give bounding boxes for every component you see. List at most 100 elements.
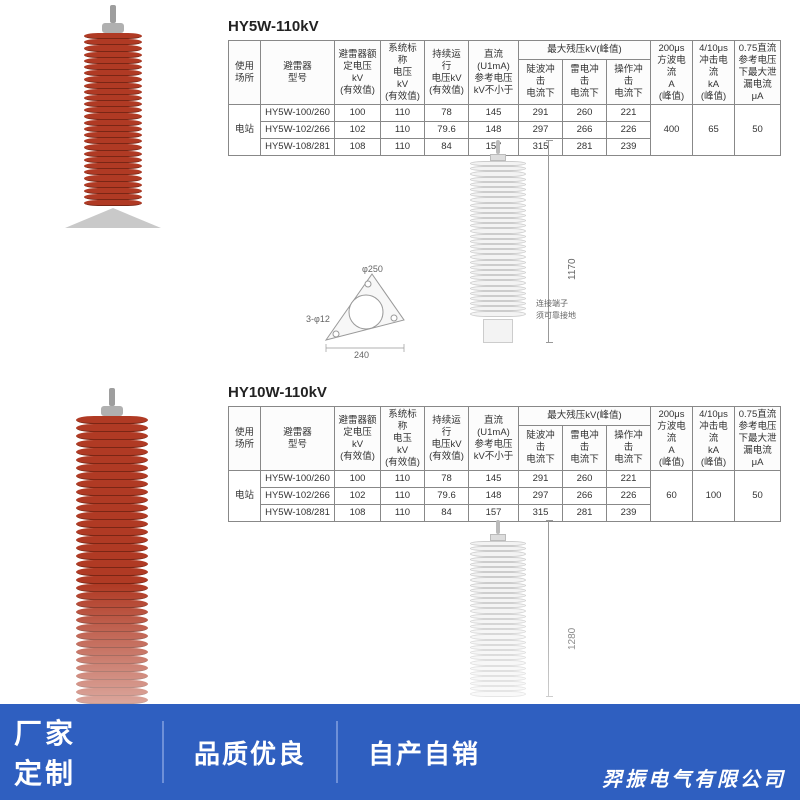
spec-table-1: 使用场所避雷器型号避雷器额定电压kV(有效值)系统标称电压kV(有效值)持续运行…: [228, 40, 781, 156]
col-header: 直流(U1mA)参考电压kV不小于: [469, 41, 519, 105]
plate-svg: φ250 3-φ12 240: [306, 262, 446, 362]
cell: 281: [563, 505, 607, 522]
shed-fin: [76, 552, 148, 560]
col-header: 0.75直流参考电压下最大泄漏电流μA: [735, 41, 781, 105]
shed-fin: [76, 544, 148, 552]
shed-fin: [470, 171, 526, 176]
shed-fin: [84, 182, 142, 188]
plate-holes-label: 3-φ12: [306, 314, 330, 324]
page: HY5W-110kV 使用场所避雷器型号避雷器额定电压kV(有效值)系统标称电压…: [0, 0, 800, 800]
col-header: 4/10μs冲击电流kA(峰值): [693, 41, 735, 105]
cell: 110: [381, 105, 425, 122]
cell: 100: [335, 471, 381, 488]
shed-fin: [76, 624, 148, 632]
cell: 110: [381, 505, 425, 522]
cell: 145: [469, 105, 519, 122]
shed-fin: [76, 424, 148, 432]
top-terminal: [109, 388, 115, 406]
col-header: 200μs方波电流A(峰值): [651, 41, 693, 105]
cell: 102: [335, 122, 381, 139]
shed-fin: [76, 528, 148, 536]
cell: 239: [607, 139, 651, 156]
shed-fin: [470, 254, 526, 259]
cell: HY5W-108/281: [261, 505, 335, 522]
cell-merged: 50: [735, 105, 781, 156]
cell: HY5W-102/266: [261, 488, 335, 505]
footer-left-line1: 厂家: [14, 712, 150, 752]
shed-fin: [470, 280, 526, 285]
shed-fin: [76, 600, 148, 608]
shed-fin: [76, 512, 148, 520]
outline-diagram-2: 1280: [470, 520, 526, 697]
footer-separator: [336, 721, 338, 783]
col-header: 使用场所: [229, 407, 261, 471]
cell: 226: [607, 488, 651, 505]
shed-stack: [470, 161, 526, 317]
col-header: 持续运行电压kV(有效值): [425, 41, 469, 105]
cell: 79.6: [425, 122, 469, 139]
shed-fin: [470, 557, 526, 562]
cell: 108: [335, 139, 381, 156]
cell: 148: [469, 122, 519, 139]
shed-fin: [76, 536, 148, 544]
col-header: 系统标称电玉kV(有效值): [381, 407, 425, 471]
cell-merged: 400: [651, 105, 693, 156]
footer-separator: [162, 721, 164, 783]
footer-left: 厂家 定制: [0, 712, 150, 792]
col-header: 0.75直流参考电压下最大泄漏电流μA: [735, 407, 781, 471]
cell: 260: [563, 471, 607, 488]
shed-fin: [84, 45, 142, 51]
shed-fin: [84, 113, 142, 119]
shed-fin: [470, 177, 526, 182]
footer-left-line2: 定制: [14, 752, 150, 792]
cell: 100: [335, 105, 381, 122]
shed-fin: [470, 286, 526, 291]
shed-fin: [76, 576, 148, 584]
shed-fin: [76, 672, 148, 680]
col-subheader: 陡波冲击电流下: [519, 59, 563, 104]
shed-fin: [76, 680, 148, 688]
cell-merged: 60: [651, 471, 693, 522]
footer-banner: 厂家 定制 品质优良 自产自销 羿振电气有限公司: [0, 704, 800, 800]
cell: 281: [563, 139, 607, 156]
cell: 110: [381, 139, 425, 156]
company-name: 羿振电气有限公司: [602, 763, 786, 792]
note-ground: 须可靠接地: [536, 310, 576, 321]
shed-fin: [76, 648, 148, 656]
shed-fin: [470, 660, 526, 665]
col-header: 避雷器额定电压kV(有效值): [335, 407, 381, 471]
shed-fin: [76, 504, 148, 512]
cell: 78: [425, 105, 469, 122]
cell: 110: [381, 488, 425, 505]
top-cap: [490, 154, 506, 161]
footer-mid-b: 自产自销: [350, 734, 498, 771]
cell: 145: [469, 471, 519, 488]
cell: 102: [335, 488, 381, 505]
section1-title: HY5W-110kV: [228, 18, 319, 35]
footer-mid-a: 品质优良: [176, 734, 324, 771]
shed-fin: [76, 664, 148, 672]
shed-fin: [84, 144, 142, 150]
note-terminal: 连接端子: [536, 298, 568, 309]
top-terminal: [496, 140, 500, 154]
shed-fin: [76, 432, 148, 440]
shed-fin: [470, 260, 526, 265]
col-header: 最大残压kV(峰值): [519, 41, 651, 60]
top-terminal: [496, 520, 500, 534]
shed-fin: [76, 472, 148, 480]
shed-fin: [84, 151, 142, 157]
cell: 148: [469, 488, 519, 505]
col-header: 避雷器额定电压kV(有效值): [335, 41, 381, 105]
cell: HY5W-100/260: [261, 105, 335, 122]
cell-merged: 50: [735, 471, 781, 522]
top-cap: [101, 406, 123, 416]
shed-stack: [470, 541, 526, 697]
table-row: 电站HY5W-100/26010011078145291260221601005…: [229, 471, 781, 488]
outline-diagram-1: 1170 连接端子 须可靠接地: [470, 140, 526, 343]
cell: 78: [425, 471, 469, 488]
shed-fin: [76, 632, 148, 640]
shed-fin: [76, 696, 148, 704]
col-header: 系统标称电压kV(有效值): [381, 41, 425, 105]
shed-fin: [76, 568, 148, 576]
shed-fin: [470, 551, 526, 556]
